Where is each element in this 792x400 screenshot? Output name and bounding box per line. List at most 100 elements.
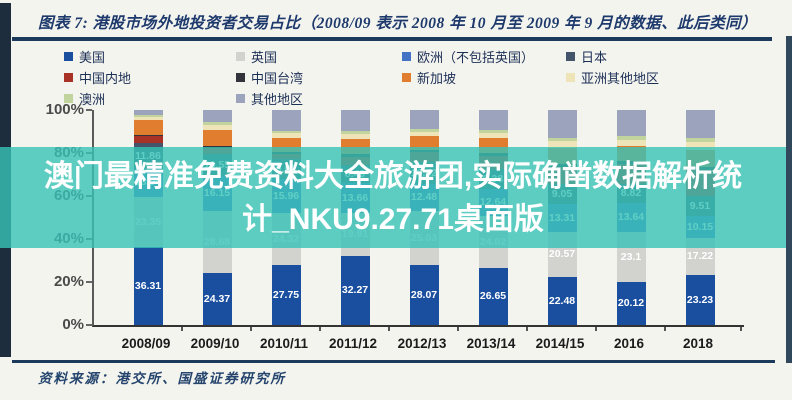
legend-swatch xyxy=(402,51,411,61)
legend-item: 中国内地 xyxy=(64,67,236,87)
bar-segment xyxy=(409,131,439,136)
bar-segment xyxy=(478,129,508,133)
x-axis-end-tick xyxy=(740,327,742,331)
legend-label: 欧洲（不包括英国） xyxy=(417,49,535,65)
bar-segment xyxy=(685,142,715,150)
x-tick-mark xyxy=(663,327,666,331)
watermark-banner: 澳门最精准免费资料大全旅游团,实际确凿数据解析统 计_NKU9.27.71桌面版 xyxy=(0,147,786,248)
bar-segment: 27.75 xyxy=(271,265,301,325)
x-tick-label: 2010/11 xyxy=(259,336,309,351)
bar-segment xyxy=(271,132,301,139)
x-tick-label: 2009/10 xyxy=(190,336,240,351)
x-tick-mark xyxy=(456,327,459,331)
bar-segment xyxy=(133,135,163,137)
legend-label: 澳洲 xyxy=(79,91,106,107)
bar-segment: 24.37 xyxy=(202,272,232,325)
bar-segment xyxy=(202,110,232,122)
bar-segment-value: 17.22 xyxy=(686,250,714,263)
legend-label: 日本 xyxy=(581,49,608,65)
legend-label: 亚洲其他地区 xyxy=(581,70,660,86)
bar-segment xyxy=(409,110,439,129)
bar-segment xyxy=(271,130,301,133)
x-tick-mark xyxy=(180,327,183,331)
x-tick-mark xyxy=(318,327,321,331)
bar-segment xyxy=(616,110,646,136)
x-tick-label: 2016 xyxy=(613,336,645,351)
legend-item: 日本 xyxy=(566,46,776,66)
legend-item: 亚洲其他地区 xyxy=(566,67,776,87)
bar-segment-value: 22.48 xyxy=(548,294,576,307)
bar-segment: 28.07 xyxy=(409,264,439,325)
x-tick-label: 2008/09 xyxy=(121,336,171,351)
bar-segment xyxy=(616,135,646,140)
bar-segment xyxy=(547,138,577,142)
bar-segment xyxy=(340,110,370,131)
x-tick-label: 2011/12 xyxy=(328,336,378,351)
legend-swatch xyxy=(64,93,73,103)
bar-segment: 23.23 xyxy=(685,275,715,325)
bar-segment-value: 26.65 xyxy=(479,290,507,303)
x-tick-label: 2014/15 xyxy=(535,336,585,351)
bar-segment xyxy=(685,110,715,139)
bar-segment xyxy=(133,136,163,144)
bar-segment xyxy=(478,110,508,130)
x-tick-mark xyxy=(249,327,252,331)
legend-swatch xyxy=(236,51,245,61)
bar-segment-value: 27.75 xyxy=(272,288,300,301)
bar-segment xyxy=(133,115,163,117)
y-tick-mark xyxy=(86,324,92,326)
legend-label: 新加坡 xyxy=(417,70,457,86)
legend-item: 中国台湾 xyxy=(236,67,402,87)
bar-segment xyxy=(202,129,232,146)
title-divider xyxy=(12,37,772,41)
y-tick-mark xyxy=(86,281,92,283)
bar-segment xyxy=(685,138,715,143)
bar-segment xyxy=(547,141,577,148)
x-tick-label: 2013/14 xyxy=(466,336,516,351)
bar-segment-value: 32.27 xyxy=(341,284,369,297)
legend-label: 美国 xyxy=(79,49,106,65)
x-tick-mark xyxy=(525,327,528,331)
bar-segment xyxy=(133,110,163,116)
watermark-line2: 计_NKU9.27.71桌面版 xyxy=(242,202,544,236)
x-tick-mark xyxy=(594,327,597,331)
bar-segment xyxy=(133,120,163,136)
bar-segment-value: 20.12 xyxy=(617,297,645,310)
bar-segment-value: 36.31 xyxy=(134,279,162,292)
bar-segment-value: 24.37 xyxy=(203,292,231,305)
bar-segment xyxy=(616,139,646,147)
x-tick-label: 2012/13 xyxy=(397,336,447,351)
legend-label: 中国台湾 xyxy=(251,70,304,86)
legend-item: 澳洲 xyxy=(64,88,236,108)
bar-segment xyxy=(478,132,508,139)
bar-segment xyxy=(409,135,439,150)
legend-swatch xyxy=(566,51,575,61)
legend-item: 美国 xyxy=(64,46,236,66)
y-tick-mark xyxy=(86,109,92,111)
watermark-line1: 澳门最精准免费资料大全旅游团,实际确凿数据解析统 xyxy=(43,159,743,193)
legend-item: 欧洲（不包括英国） xyxy=(402,46,566,66)
source-note: 资料来源：港交所、国盛证券研究所 xyxy=(38,371,286,386)
bar-segment xyxy=(409,128,439,132)
legend-swatch xyxy=(402,72,411,82)
legend-item: 新加坡 xyxy=(402,67,566,87)
legend-label: 其他地区 xyxy=(251,91,304,107)
legend-swatch xyxy=(64,51,73,61)
legend-label: 英国 xyxy=(251,49,278,65)
footer-divider xyxy=(12,360,775,363)
bar-segment xyxy=(547,110,577,139)
bar-segment xyxy=(133,116,163,121)
chart-legend: 美国 英国 欧洲（不包括英国） 日本中国内地 中国台湾 新加坡 亚洲其他地区澳洲 其他地区 xyxy=(64,46,776,108)
bar-segment: 22.48 xyxy=(547,276,577,325)
bar-segment: 36.31 xyxy=(133,246,163,325)
y-tick-label: 100% xyxy=(45,101,84,118)
legend-item: 英国 xyxy=(236,46,402,66)
legend-swatch xyxy=(64,72,73,82)
bar-segment-value: 20.57 xyxy=(548,248,576,261)
bar-segment xyxy=(202,121,232,125)
chart-title: 图表 7: 港股市场外地投资者交易占比（2008/09 表示 2008 年 10… xyxy=(38,15,758,32)
bar-segment: 32.27 xyxy=(340,255,370,325)
bar-segment-value: 23.23 xyxy=(686,293,714,306)
legend-swatch xyxy=(566,72,575,82)
